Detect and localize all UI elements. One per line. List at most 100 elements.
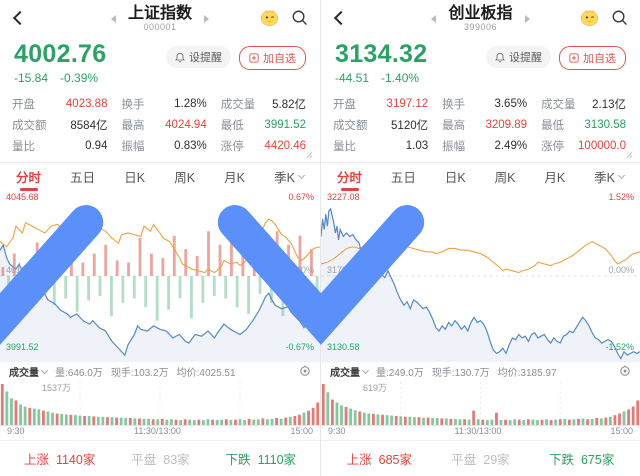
chart-drag-handle-icon[interactable] (162, 190, 481, 362)
chevron-down-icon (361, 366, 370, 374)
stat-label: 成交量 (541, 98, 576, 111)
volume-current: 现手:130.7万 (431, 367, 490, 379)
stat-value: 0.83% (174, 139, 207, 152)
volume-chart[interactable]: 619万 (321, 380, 640, 426)
chart-drag-handle-icon[interactable] (0, 190, 160, 362)
tab-quarterly[interactable]: 季K (594, 167, 625, 186)
price-change: -15.84 (14, 71, 49, 85)
tab-daily[interactable]: 日K (124, 171, 146, 185)
volume-chart-canvas[interactable] (0, 380, 320, 426)
market-breadth: 上涨 685家 平盘 29家 下跌 675家 (321, 440, 640, 476)
bell-icon (495, 52, 505, 62)
period-tabs: 分时 五日 日K 周K 月K 季K (321, 162, 640, 190)
chevron-down-icon (40, 366, 49, 374)
stat-value: 3.65% (494, 97, 528, 110)
stat-value: 5.82亿 (272, 98, 306, 111)
minute-chart[interactable]: 3227.08 1.52% 3178.83 0.00% 3130.58 -1.5… (217, 190, 640, 362)
add-watchlist-button[interactable]: 加自选 (239, 46, 306, 70)
index-title: 上证指数 (127, 4, 192, 22)
stat-value: 1.28% (174, 97, 207, 110)
volume-indicator-selector[interactable]: 成交量 (330, 364, 370, 379)
stat-value: 8584亿 (70, 119, 108, 132)
volume-current: 现手:103.2万 (110, 367, 169, 379)
volume-total: 量:646.0万 (55, 367, 103, 379)
time-midday: 11:30/13:00 (134, 426, 181, 436)
tab-daily[interactable]: 日K (444, 171, 466, 185)
stat-label: 成交额 (12, 119, 47, 132)
chart-low-pct: -0.67% (285, 342, 314, 352)
time-close: 15:00 (290, 426, 313, 436)
tab-5day[interactable]: 五日 (390, 171, 416, 185)
stats-grid: 开盘 4023.88 换手 1.28% 成交量 5.82亿 成交额 8584亿 最高 40… (0, 88, 320, 162)
volume-toolbar: 成交量 量:646.0万 现手:103.2万 均价:4025.51 (0, 362, 320, 380)
stat-value: 100000.0 (578, 139, 626, 152)
stat-value: 3197.12 (386, 97, 429, 110)
stat-value: 4024.94 (165, 118, 207, 131)
add-watchlist-label: 加自选 (583, 53, 616, 65)
set-alert-button[interactable]: 设提醒 (486, 46, 551, 68)
stat-label: 换手 (442, 98, 466, 111)
mascot-icon (260, 10, 279, 27)
advancers: 上涨 685家 (346, 453, 412, 467)
stats-grid: 开盘 3197.12 换手 3.65% 成交量 2.13亿 成交额 5120亿 最高 32… (321, 88, 640, 162)
tab-quarterly-label: 季K (594, 171, 615, 185)
stat-label: 成交额 (333, 119, 368, 132)
gear-icon[interactable] (299, 365, 311, 377)
back-icon[interactable] (12, 10, 28, 26)
volume-chart-canvas[interactable] (321, 380, 640, 426)
next-index-icon[interactable] (204, 14, 209, 23)
mascot-icon (580, 10, 599, 27)
volume-indicator-label: 成交量 (9, 367, 39, 379)
market-breadth: 上涨 1140家 平盘 83家 下跌 1110家 (0, 440, 320, 476)
stat-value: 3991.52 (264, 118, 306, 131)
chart-high-label: 4045.68 (6, 192, 39, 202)
tab-weekly[interactable]: 周K (174, 171, 196, 185)
index-title: 创业板指 (448, 4, 513, 22)
chart-high-pct: 1.52% (608, 192, 634, 202)
stat-label: 振幅 (442, 140, 466, 153)
next-index-icon[interactable] (524, 14, 530, 23)
tab-weekly[interactable]: 周K (494, 171, 516, 185)
stat-label: 开盘 (12, 98, 35, 111)
tab-minute[interactable]: 分时 (16, 167, 41, 186)
stat-value: 4420.46 (264, 139, 306, 152)
tab-5day[interactable]: 五日 (70, 171, 96, 185)
chart-mid-pct: 0.00% (288, 265, 314, 275)
volume-chart[interactable]: 1537万 (0, 380, 320, 426)
tab-minute[interactable]: 分时 (337, 167, 362, 186)
time-close: 15:00 (610, 426, 633, 436)
index-code: 399006 (463, 21, 498, 32)
volume-indicator-selector[interactable]: 成交量 (9, 364, 49, 379)
search-icon[interactable] (611, 9, 628, 26)
header: 创业板指 399006 (321, 0, 640, 38)
time-axis: 9:30 11:30/13:00 15:00 (0, 426, 320, 440)
search-icon[interactable] (291, 9, 308, 26)
add-icon (569, 53, 579, 63)
time-open: 9:30 (7, 426, 25, 436)
stat-label: 开盘 (333, 98, 356, 111)
back-icon[interactable] (333, 10, 349, 26)
chart-high-label: 3227.08 (327, 192, 360, 202)
stat-label: 涨停 (220, 140, 244, 153)
advancers: 上涨 1140家 (23, 453, 96, 467)
chart-low-label: 3130.58 (327, 342, 360, 352)
chart-high-pct: 0.67% (288, 192, 314, 202)
price-change-pct: -1.40% (381, 71, 420, 85)
set-alert-button[interactable]: 设提醒 (166, 46, 231, 68)
tab-monthly[interactable]: 月K (224, 171, 245, 185)
expand-stats-icon[interactable] (305, 151, 313, 159)
header: 上证指数 000001 (0, 0, 320, 38)
expand-stats-icon[interactable] (625, 151, 633, 159)
prev-index-icon[interactable] (110, 14, 116, 23)
stat-label: 量比 (12, 140, 35, 153)
chart-low-label: 3991.52 (6, 342, 39, 352)
quote-summary: 4002.76 -15.84 -0.39% 设提醒 加自选 (0, 38, 320, 88)
gear-icon[interactable] (619, 365, 631, 377)
add-watchlist-button[interactable]: 加自选 (559, 46, 626, 70)
bell-icon (175, 52, 185, 62)
prev-index-icon[interactable] (431, 14, 437, 23)
tab-monthly[interactable]: 月K (544, 171, 566, 185)
tab-quarterly[interactable]: 季K (274, 167, 305, 186)
volume-avg-price: 均价:3185.97 (497, 367, 557, 379)
